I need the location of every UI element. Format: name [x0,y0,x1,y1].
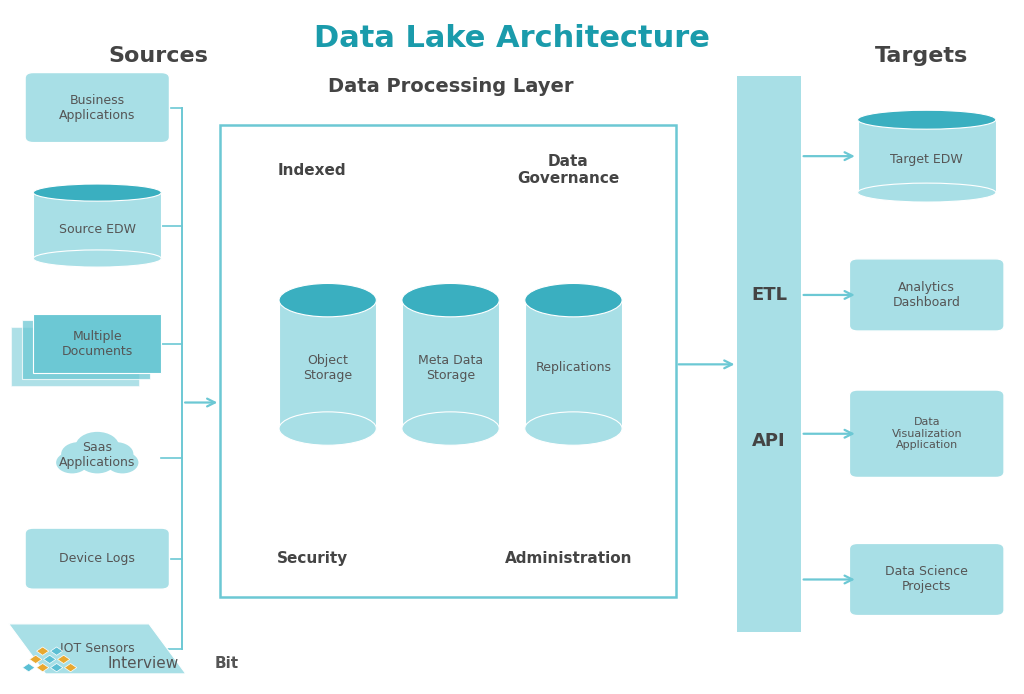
Text: Sources: Sources [109,46,209,65]
FancyBboxPatch shape [737,76,801,632]
Polygon shape [30,655,42,663]
FancyBboxPatch shape [71,459,124,469]
FancyBboxPatch shape [401,301,500,429]
Text: Saas
Applications: Saas Applications [59,441,135,469]
Circle shape [79,448,116,473]
FancyBboxPatch shape [850,390,1004,477]
Polygon shape [23,663,35,672]
FancyBboxPatch shape [25,73,170,143]
Text: IOT Sensors: IOT Sensors [60,643,134,655]
Polygon shape [37,663,49,672]
Text: ETL: ETL [751,286,787,304]
Text: Multiple
Documents: Multiple Documents [61,330,133,357]
Ellipse shape [33,184,162,201]
Text: Security: Security [276,551,348,566]
Ellipse shape [279,283,377,317]
Text: Data
Governance: Data Governance [517,154,620,186]
Text: Administration: Administration [505,551,632,566]
Text: API: API [753,432,785,450]
Circle shape [106,452,138,473]
Ellipse shape [525,283,623,317]
Polygon shape [50,647,62,655]
FancyBboxPatch shape [23,321,150,379]
Polygon shape [37,647,49,655]
Text: Device Logs: Device Logs [59,552,135,565]
Text: Meta Data
Storage: Meta Data Storage [418,354,483,382]
Text: Data Processing Layer: Data Processing Layer [328,77,573,96]
Circle shape [56,452,88,473]
Polygon shape [8,624,186,674]
Text: Analytics
Dashboard: Analytics Dashboard [893,281,961,309]
Circle shape [76,432,119,462]
Text: Source EDW: Source EDW [58,223,136,235]
Ellipse shape [279,412,377,446]
Polygon shape [65,663,77,672]
Polygon shape [50,663,62,672]
Text: Data Lake Architecture: Data Lake Architecture [314,24,710,53]
Ellipse shape [33,250,162,267]
FancyBboxPatch shape [220,125,676,597]
Text: Business
Applications: Business Applications [59,94,135,121]
Text: Bit: Bit [215,656,240,671]
FancyBboxPatch shape [25,528,170,589]
Text: Replications: Replications [536,362,611,374]
FancyBboxPatch shape [33,314,162,373]
FancyBboxPatch shape [850,543,1004,616]
Ellipse shape [525,412,623,446]
Text: Interview: Interview [108,656,179,671]
Text: Object
Storage: Object Storage [303,354,352,382]
Text: Data
Visualization
Application: Data Visualization Application [892,417,962,450]
Circle shape [61,442,96,466]
Ellipse shape [858,183,996,202]
Polygon shape [57,655,70,663]
FancyBboxPatch shape [279,301,377,429]
Text: Indexed: Indexed [278,162,347,178]
Polygon shape [43,655,55,663]
Text: Targets: Targets [874,46,969,65]
Ellipse shape [858,110,996,129]
FancyBboxPatch shape [525,301,623,429]
FancyBboxPatch shape [11,327,139,386]
Text: Target EDW: Target EDW [890,153,964,166]
FancyBboxPatch shape [858,120,995,192]
Ellipse shape [401,412,500,446]
FancyBboxPatch shape [33,192,162,259]
Text: Data Science
Projects: Data Science Projects [886,566,968,593]
FancyBboxPatch shape [850,259,1004,331]
Ellipse shape [401,283,500,317]
Circle shape [98,442,133,466]
